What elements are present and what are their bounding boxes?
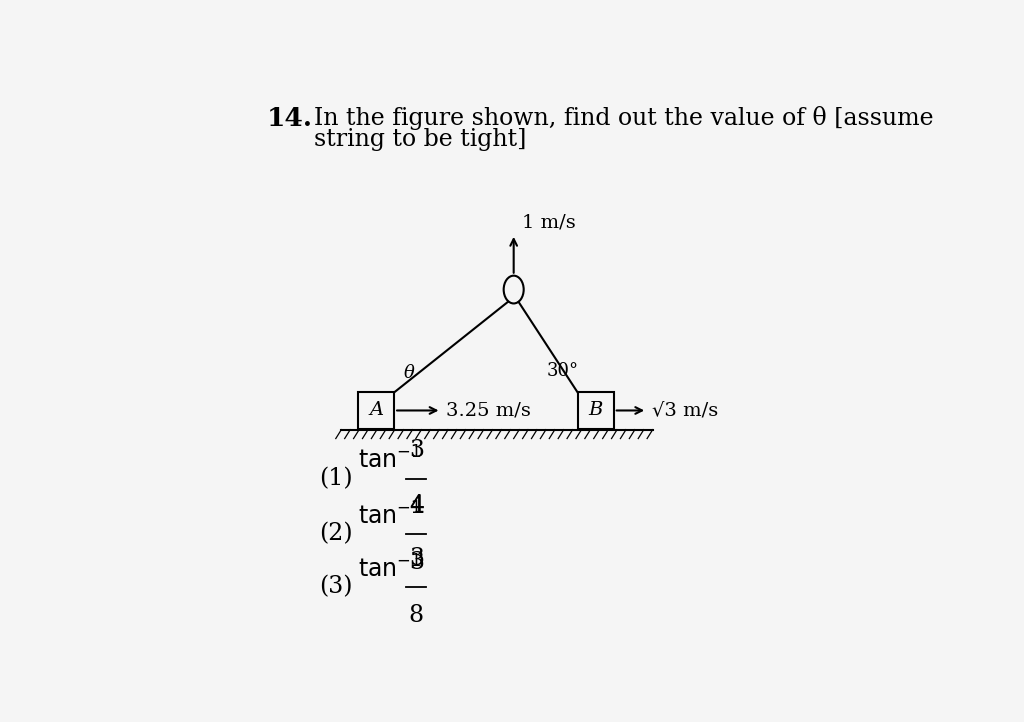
Text: A: A bbox=[369, 401, 383, 419]
Text: $\mathrm{tan}^{-1}$: $\mathrm{tan}^{-1}$ bbox=[358, 447, 422, 474]
Text: 3.25 m/s: 3.25 m/s bbox=[445, 401, 530, 419]
Text: 3: 3 bbox=[409, 551, 424, 574]
Text: (3): (3) bbox=[319, 575, 352, 599]
Bar bbox=[578, 393, 613, 429]
Text: 3: 3 bbox=[409, 547, 424, 570]
Text: 14.: 14. bbox=[266, 106, 312, 131]
Text: (2): (2) bbox=[319, 523, 352, 546]
Text: 3: 3 bbox=[409, 439, 424, 462]
Text: In the figure shown, find out the value of θ [assume: In the figure shown, find out the value … bbox=[313, 106, 933, 130]
Bar bbox=[358, 393, 394, 429]
Text: 8: 8 bbox=[409, 604, 424, 627]
Text: 30°: 30° bbox=[547, 362, 580, 380]
Text: θ: θ bbox=[404, 365, 415, 383]
Text: (1): (1) bbox=[319, 467, 352, 490]
Text: 4: 4 bbox=[409, 495, 424, 518]
Text: B: B bbox=[589, 401, 603, 419]
Text: string to be tight]: string to be tight] bbox=[313, 129, 526, 152]
Text: $\mathrm{tan}^{-1}$: $\mathrm{tan}^{-1}$ bbox=[358, 555, 422, 583]
Text: 1 m/s: 1 m/s bbox=[522, 213, 575, 231]
Text: $\mathrm{tan}^{-1}$: $\mathrm{tan}^{-1}$ bbox=[358, 503, 422, 529]
Text: √3 m/s: √3 m/s bbox=[651, 401, 718, 419]
Text: 4: 4 bbox=[409, 495, 424, 518]
